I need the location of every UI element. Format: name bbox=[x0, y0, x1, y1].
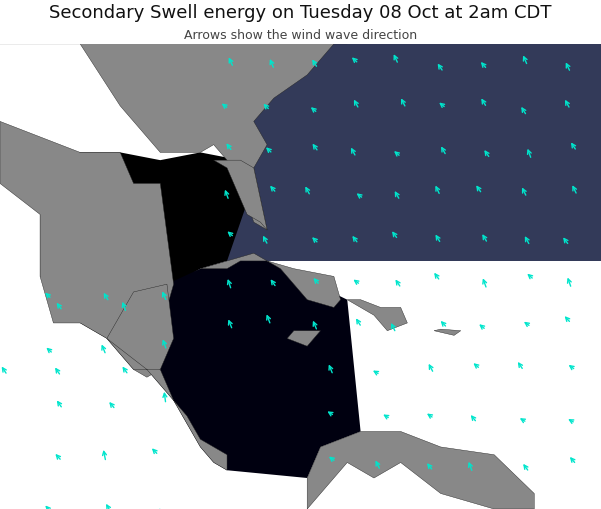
Polygon shape bbox=[107, 285, 174, 378]
Polygon shape bbox=[307, 432, 534, 509]
Polygon shape bbox=[347, 300, 407, 331]
Bar bbox=[227, 45, 601, 262]
Polygon shape bbox=[434, 329, 461, 336]
Polygon shape bbox=[133, 262, 361, 478]
Polygon shape bbox=[200, 253, 341, 308]
Polygon shape bbox=[287, 331, 320, 347]
Polygon shape bbox=[214, 161, 267, 231]
Polygon shape bbox=[107, 339, 227, 470]
Text: Arrows show the wind wave direction: Arrows show the wind wave direction bbox=[184, 29, 417, 41]
Text: Secondary Swell energy on Tuesday 08 Oct at 2am CDT: Secondary Swell energy on Tuesday 08 Oct… bbox=[49, 5, 552, 22]
Polygon shape bbox=[0, 122, 174, 339]
Polygon shape bbox=[0, 0, 347, 231]
Polygon shape bbox=[40, 153, 254, 339]
